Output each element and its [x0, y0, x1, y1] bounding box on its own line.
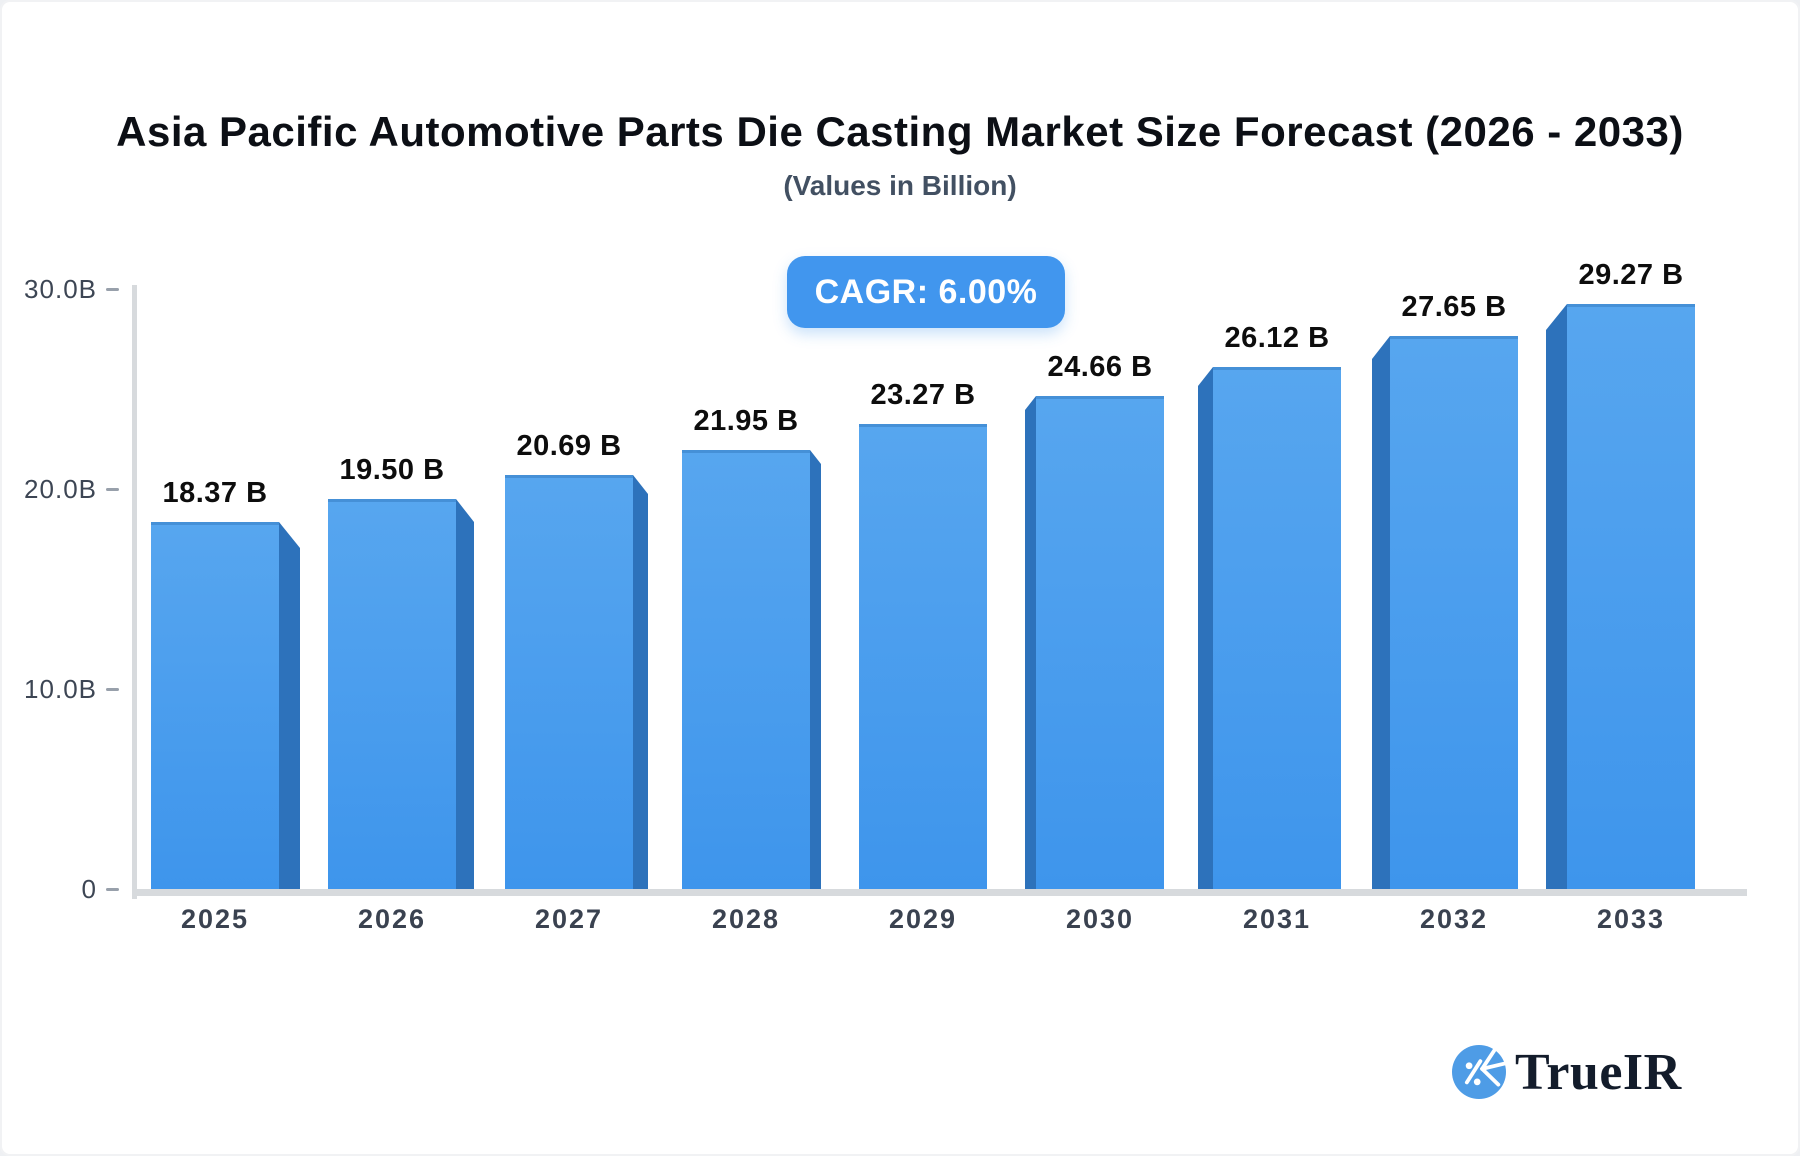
y-axis-tick-label: 30.0B — [24, 274, 97, 304]
bar — [1567, 304, 1695, 889]
bar-value-label: 20.69 B — [516, 430, 622, 462]
x-axis-label: 2031 — [1242, 904, 1312, 934]
chart-subtitle: (Values in Billion) — [783, 170, 1017, 201]
y-axis-tick-mark — [106, 488, 119, 491]
bar-side — [1546, 304, 1567, 889]
bar-side — [1025, 396, 1036, 889]
y-axis-tick-label: 10.0B — [24, 674, 97, 704]
x-axis-label: 2030 — [1065, 904, 1135, 934]
bar-value-label: 29.27 B — [1578, 259, 1684, 291]
y-axis-tick-label: 0 — [81, 874, 97, 904]
bar-side — [1372, 336, 1390, 889]
bar-side — [810, 450, 821, 889]
bar-value-label: 26.12 B — [1224, 322, 1330, 354]
bar-side — [279, 522, 300, 889]
x-axis-label: 2033 — [1596, 904, 1666, 934]
bar — [1213, 367, 1341, 889]
bar — [1036, 396, 1164, 889]
bar-value-label: 23.27 B — [870, 379, 976, 411]
trueir-logo: TrueIR — [1452, 1040, 1682, 1104]
chart-title: Asia Pacific Automotive Parts Die Castin… — [116, 108, 1684, 155]
x-axis-label: 2028 — [711, 904, 781, 934]
bar — [328, 499, 456, 889]
bar-side — [456, 499, 474, 889]
bar-value-label: 19.50 B — [339, 454, 445, 486]
bar-value-label: 21.95 B — [693, 405, 799, 437]
bar-value-label: 24.66 B — [1047, 351, 1153, 383]
y-axis-tick-mark — [106, 888, 119, 891]
logo-text: TrueIR — [1515, 1043, 1682, 1101]
bar-side — [633, 475, 648, 889]
pie-chart-percent-icon — [1452, 1045, 1506, 1099]
x-axis-label: 2032 — [1419, 904, 1489, 934]
bar — [505, 475, 633, 889]
cagr-badge: CAGR: 6.00% — [787, 256, 1065, 328]
bar-value-label: 27.65 B — [1401, 291, 1507, 323]
bar — [1390, 336, 1518, 889]
bar-side — [1198, 367, 1213, 889]
x-axis-baseline — [132, 889, 1747, 896]
y-axis-tick-label: 20.0B — [24, 474, 97, 504]
x-axis-label: 2029 — [888, 904, 958, 934]
bar — [151, 522, 279, 889]
bar-value-label: 18.37 B — [162, 477, 268, 509]
y-axis — [132, 285, 137, 899]
x-axis-label: 2027 — [534, 904, 604, 934]
y-axis-tick-mark — [106, 688, 119, 691]
x-axis-label: 2025 — [180, 904, 250, 934]
bar — [859, 424, 987, 889]
cagr-badge-label: CAGR: 6.00% — [814, 272, 1038, 311]
x-axis-label: 2026 — [357, 904, 427, 934]
y-axis-tick-mark — [106, 288, 119, 291]
bar — [682, 450, 810, 889]
